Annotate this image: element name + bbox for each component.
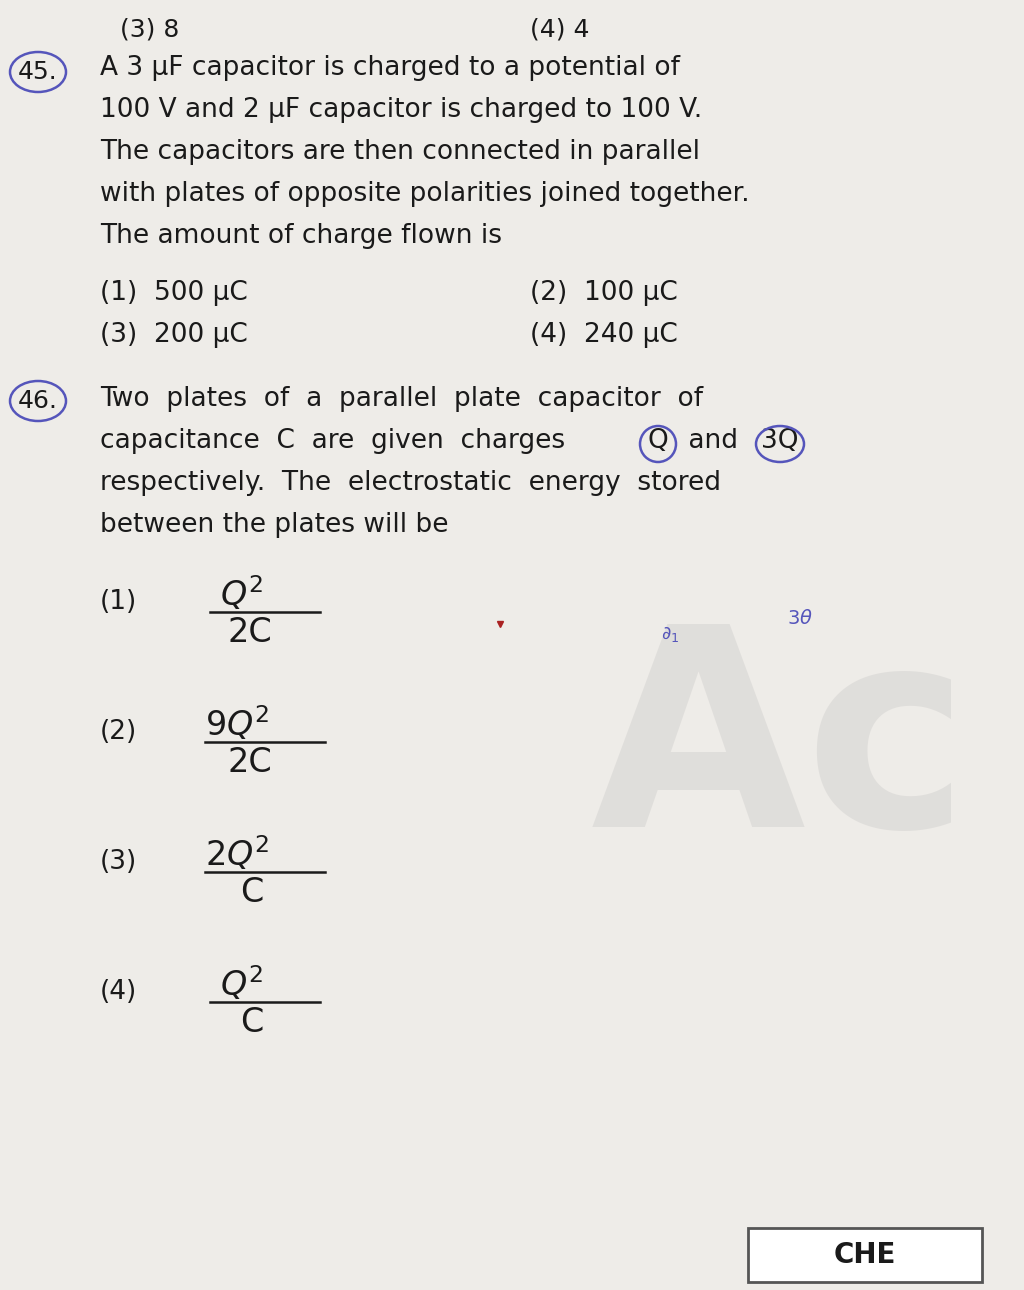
- Text: Two  plates  of  a  parallel  plate  capacitor  of: Two plates of a parallel plate capacitor…: [100, 386, 703, 412]
- Text: (4)  240 μC: (4) 240 μC: [530, 322, 678, 348]
- Text: between the plates will be: between the plates will be: [100, 512, 449, 538]
- Text: C: C: [240, 1006, 263, 1038]
- Text: and: and: [680, 428, 746, 454]
- Text: (4): (4): [100, 979, 137, 1005]
- Text: $2Q^2$: $2Q^2$: [205, 835, 269, 873]
- Text: (1): (1): [100, 590, 137, 615]
- Text: CHE: CHE: [834, 1241, 896, 1269]
- Text: (3): (3): [100, 849, 137, 875]
- Text: 3Q: 3Q: [761, 428, 799, 454]
- Text: (2)  100 μC: (2) 100 μC: [530, 280, 678, 306]
- Text: (4) 4: (4) 4: [530, 18, 590, 43]
- Text: A 3 μF capacitor is charged to a potential of: A 3 μF capacitor is charged to a potenti…: [100, 55, 680, 81]
- Text: capacitance  C  are  given  charges: capacitance C are given charges: [100, 428, 565, 454]
- Text: (3)  200 μC: (3) 200 μC: [100, 322, 248, 348]
- Text: $9Q^2$: $9Q^2$: [205, 704, 269, 743]
- Text: The amount of charge flown is: The amount of charge flown is: [100, 223, 502, 249]
- Text: $3\theta$: $3\theta$: [787, 609, 813, 627]
- Text: $\partial_1$: $\partial_1$: [660, 626, 679, 645]
- Text: $Q^2$: $Q^2$: [220, 574, 263, 613]
- Text: respectively.  The  electrostatic  energy  stored: respectively. The electrostatic energy s…: [100, 470, 721, 495]
- Text: The capacitors are then connected in parallel: The capacitors are then connected in par…: [100, 139, 700, 165]
- Text: with plates of opposite polarities joined together.: with plates of opposite polarities joine…: [100, 181, 750, 206]
- Text: $Q^2$: $Q^2$: [220, 964, 263, 1002]
- Text: (2): (2): [100, 719, 137, 746]
- Text: 45.: 45.: [18, 61, 58, 84]
- FancyBboxPatch shape: [748, 1228, 982, 1282]
- Text: 46.: 46.: [18, 390, 58, 413]
- Text: 2C: 2C: [228, 746, 272, 779]
- Text: C: C: [240, 876, 263, 909]
- Text: 100 V and 2 μF capacitor is charged to 100 V.: 100 V and 2 μF capacitor is charged to 1…: [100, 97, 702, 123]
- Text: (1)  500 μC: (1) 500 μC: [100, 280, 248, 306]
- Text: Q: Q: [647, 428, 669, 454]
- Text: Ac: Ac: [590, 615, 970, 885]
- Text: (3) 8: (3) 8: [120, 18, 179, 43]
- Text: 2C: 2C: [228, 617, 272, 649]
